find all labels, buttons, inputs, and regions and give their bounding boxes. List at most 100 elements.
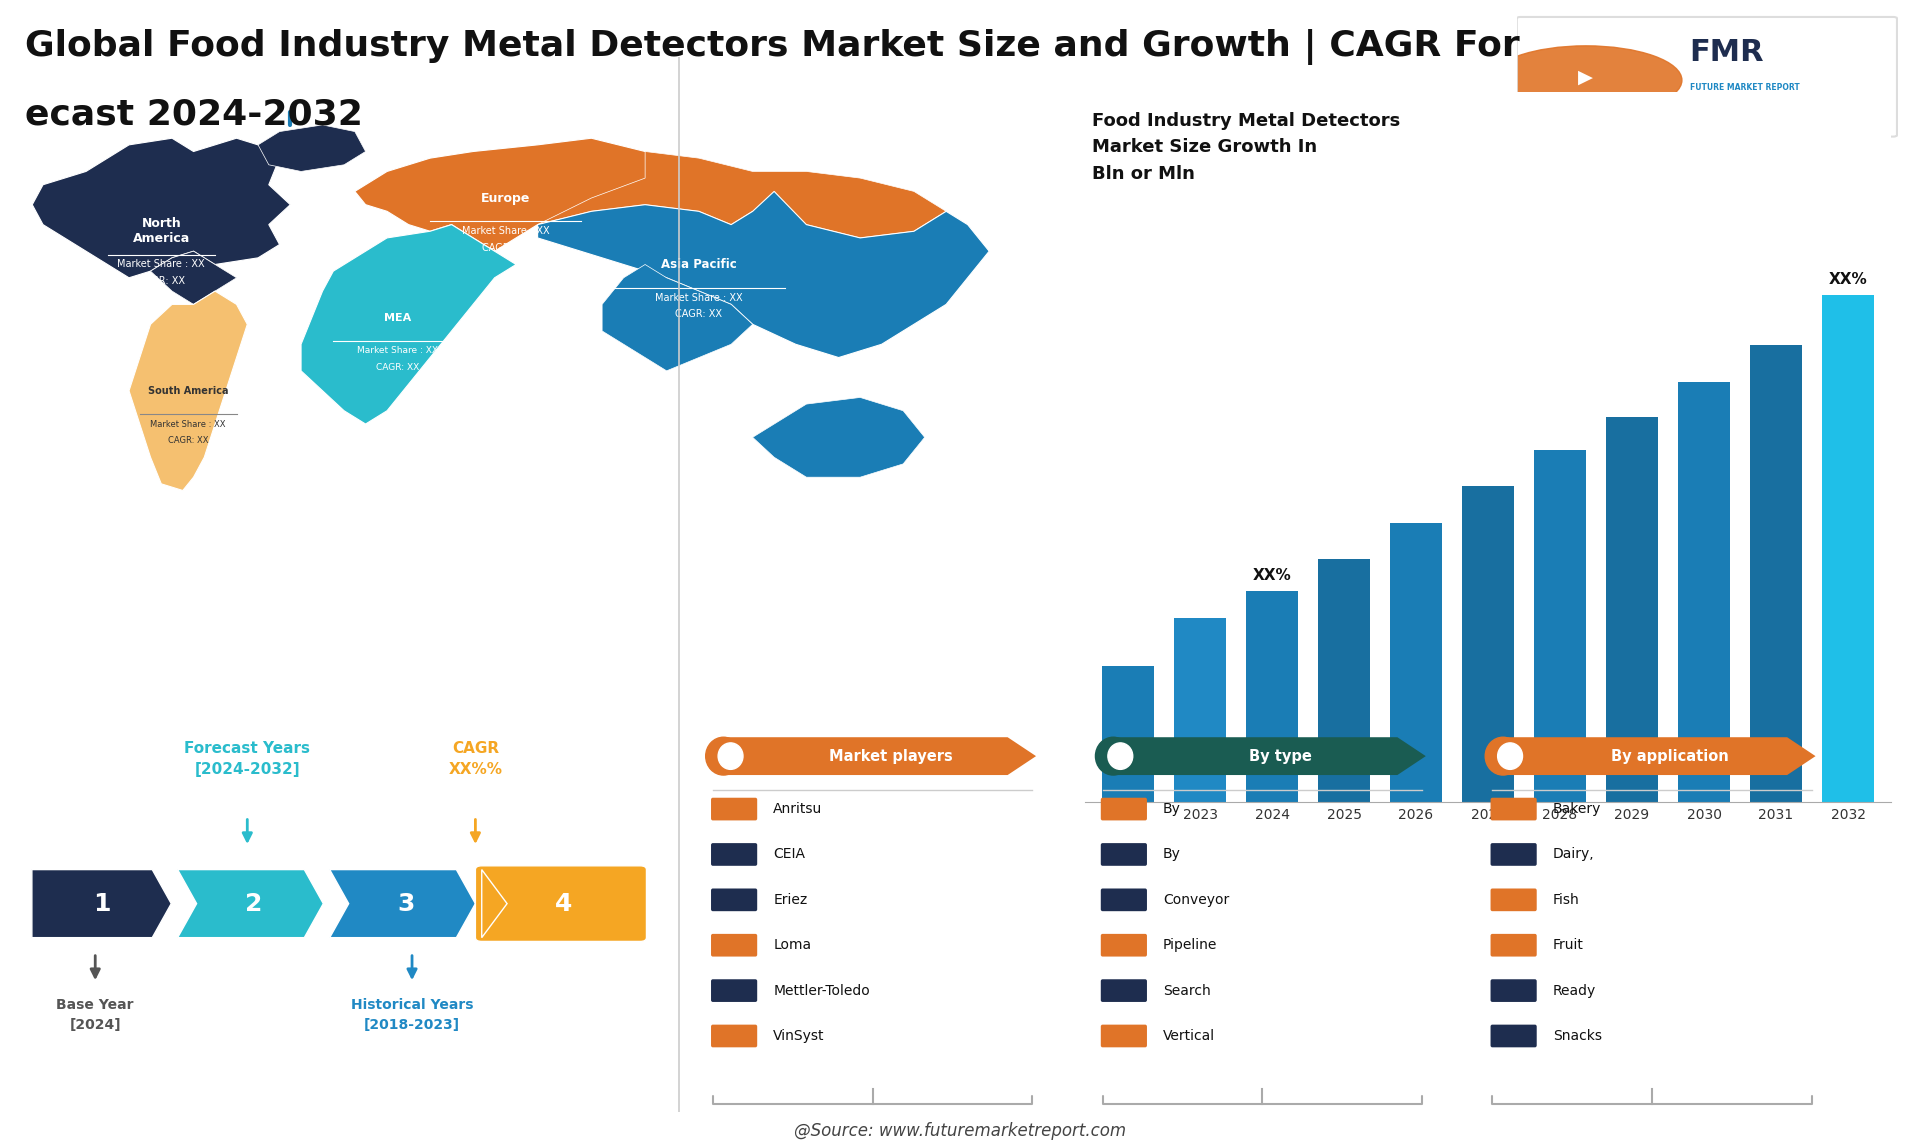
Text: CAGR: XX: CAGR: XX bbox=[676, 309, 722, 320]
Text: Europe: Europe bbox=[480, 191, 530, 204]
Bar bbox=[1678, 382, 1730, 802]
Polygon shape bbox=[482, 870, 507, 937]
Bar bbox=[1173, 618, 1225, 802]
Bar bbox=[1102, 666, 1154, 802]
Text: Conveyor: Conveyor bbox=[1164, 893, 1229, 906]
Polygon shape bbox=[753, 398, 925, 477]
FancyBboxPatch shape bbox=[710, 979, 756, 1002]
Text: Eriez: Eriez bbox=[774, 893, 808, 906]
Text: VinSyst: VinSyst bbox=[774, 1029, 826, 1043]
FancyBboxPatch shape bbox=[1490, 1025, 1536, 1047]
Text: Food Industry Metal Detectors
Market Size Growth In
Bln or Mln: Food Industry Metal Detectors Market Siz… bbox=[1092, 112, 1400, 182]
FancyBboxPatch shape bbox=[1100, 934, 1146, 957]
Text: Market Share : XX: Market Share : XX bbox=[357, 346, 438, 355]
Text: 3: 3 bbox=[397, 892, 415, 916]
Polygon shape bbox=[33, 139, 290, 277]
Polygon shape bbox=[603, 265, 753, 371]
Circle shape bbox=[1486, 737, 1521, 775]
FancyBboxPatch shape bbox=[710, 798, 756, 821]
Polygon shape bbox=[301, 225, 516, 424]
Polygon shape bbox=[724, 737, 1037, 775]
Bar bbox=[1390, 523, 1442, 802]
Text: XX%: XX% bbox=[1252, 567, 1292, 582]
Text: North
America: North America bbox=[132, 218, 190, 245]
Text: Market Share : XX: Market Share : XX bbox=[655, 292, 743, 303]
Text: Market Share : XX: Market Share : XX bbox=[461, 226, 549, 236]
Text: Loma: Loma bbox=[774, 939, 812, 952]
Bar bbox=[1463, 486, 1513, 802]
Polygon shape bbox=[33, 870, 171, 937]
Polygon shape bbox=[355, 139, 774, 251]
Polygon shape bbox=[538, 151, 947, 238]
Circle shape bbox=[1490, 46, 1682, 115]
FancyBboxPatch shape bbox=[476, 866, 647, 942]
Polygon shape bbox=[538, 191, 989, 358]
FancyBboxPatch shape bbox=[1490, 888, 1536, 911]
Bar bbox=[1751, 345, 1801, 802]
Text: Fruit: Fruit bbox=[1553, 939, 1584, 952]
Text: Market Share : XX: Market Share : XX bbox=[117, 259, 205, 269]
Text: By type: By type bbox=[1248, 748, 1311, 763]
Text: Fish: Fish bbox=[1553, 893, 1580, 906]
Text: CAGR
XX%%: CAGR XX%% bbox=[449, 741, 503, 777]
Polygon shape bbox=[1503, 737, 1816, 775]
FancyBboxPatch shape bbox=[1490, 843, 1536, 866]
Text: Ready: Ready bbox=[1553, 983, 1596, 998]
Text: MEA: MEA bbox=[384, 313, 411, 323]
Text: Dairy,: Dairy, bbox=[1553, 847, 1594, 862]
FancyBboxPatch shape bbox=[710, 888, 756, 911]
Text: 1: 1 bbox=[92, 892, 109, 916]
Text: Global Food Industry Metal Detectors Market Size and Growth | CAGR For: Global Food Industry Metal Detectors Mar… bbox=[25, 29, 1521, 64]
Circle shape bbox=[1096, 737, 1131, 775]
FancyBboxPatch shape bbox=[710, 934, 756, 957]
Text: CAGR: XX: CAGR: XX bbox=[482, 243, 528, 253]
Text: Snacks: Snacks bbox=[1553, 1029, 1601, 1043]
Circle shape bbox=[1108, 743, 1133, 769]
Text: ecast 2024-2032: ecast 2024-2032 bbox=[25, 97, 363, 132]
Text: Vertical: Vertical bbox=[1164, 1029, 1215, 1043]
Text: Forecast Years
[2024-2032]: Forecast Years [2024-2032] bbox=[184, 741, 311, 777]
Text: CAGR: XX: CAGR: XX bbox=[138, 276, 184, 286]
Text: 2: 2 bbox=[246, 892, 263, 916]
Bar bbox=[1534, 450, 1586, 802]
Polygon shape bbox=[257, 125, 365, 172]
Bar bbox=[1605, 417, 1657, 802]
Text: Search: Search bbox=[1164, 983, 1212, 998]
Text: South America: South America bbox=[148, 386, 228, 395]
Text: XX%: XX% bbox=[1828, 272, 1868, 286]
FancyBboxPatch shape bbox=[1100, 1025, 1146, 1047]
FancyBboxPatch shape bbox=[1490, 979, 1536, 1002]
Text: Historical Years
[2018-2023]: Historical Years [2018-2023] bbox=[351, 998, 474, 1031]
FancyBboxPatch shape bbox=[1490, 934, 1536, 957]
Text: Mettler-Toledo: Mettler-Toledo bbox=[774, 983, 870, 998]
Circle shape bbox=[707, 737, 741, 775]
Text: Market Share : XX: Market Share : XX bbox=[150, 419, 227, 429]
Polygon shape bbox=[150, 251, 236, 305]
Text: Pipeline: Pipeline bbox=[1164, 939, 1217, 952]
Text: Asia Pacific: Asia Pacific bbox=[660, 258, 737, 270]
Text: FUTURE MARKET REPORT: FUTURE MARKET REPORT bbox=[1690, 83, 1799, 92]
Bar bbox=[1317, 559, 1369, 802]
FancyBboxPatch shape bbox=[1490, 798, 1536, 821]
FancyBboxPatch shape bbox=[1100, 979, 1146, 1002]
Text: ▶: ▶ bbox=[1578, 68, 1594, 87]
FancyBboxPatch shape bbox=[710, 843, 756, 866]
FancyBboxPatch shape bbox=[1100, 843, 1146, 866]
Bar bbox=[1822, 295, 1874, 802]
FancyBboxPatch shape bbox=[710, 1025, 756, 1047]
Circle shape bbox=[1498, 743, 1523, 769]
Polygon shape bbox=[177, 870, 323, 937]
Text: Anritsu: Anritsu bbox=[774, 802, 822, 816]
FancyBboxPatch shape bbox=[1100, 888, 1146, 911]
Text: CAGR: XX: CAGR: XX bbox=[167, 437, 209, 445]
Text: Market players: Market players bbox=[829, 748, 952, 763]
Text: CAGR: XX: CAGR: XX bbox=[376, 363, 419, 372]
FancyBboxPatch shape bbox=[1100, 798, 1146, 821]
Text: By application: By application bbox=[1611, 748, 1728, 763]
Text: FMR: FMR bbox=[1690, 38, 1764, 68]
Text: Base Year
[2024]: Base Year [2024] bbox=[56, 998, 134, 1031]
Circle shape bbox=[718, 743, 743, 769]
Polygon shape bbox=[129, 291, 248, 490]
Polygon shape bbox=[1114, 737, 1427, 775]
Text: Bakery: Bakery bbox=[1553, 802, 1601, 816]
